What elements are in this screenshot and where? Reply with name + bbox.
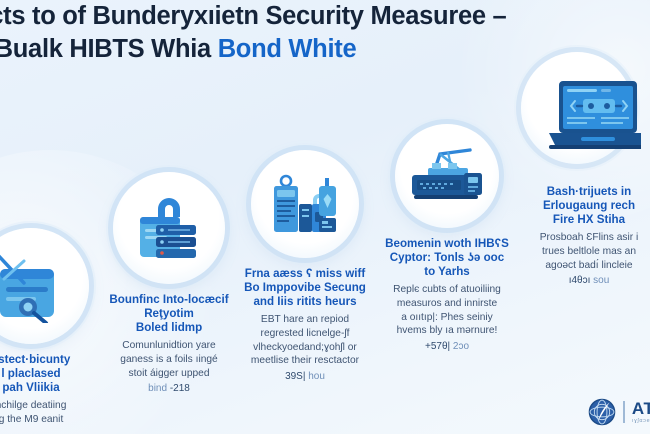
logo-divider [623, 401, 625, 423]
data-center-racks-icon [274, 174, 336, 232]
card-3-title: Frna aæss ʕ miss wiff Bo Imppovibe Secung… [244, 267, 366, 309]
card-4-meta-number: +57θ| [424, 341, 451, 353]
card-3-meta-number: 39S| [285, 371, 306, 383]
brand-logo: ATO ıɣʃαɔeʕıɔeɑ [588, 398, 650, 426]
card-5[interactable]: Bash·trijuets in Erlougaung rech Fire HX S… [516, 52, 650, 286]
magnifier-document-icon [0, 254, 54, 323]
card-2-body: Comunlunidtion yare ganess is a foils ıin… [120, 340, 218, 379]
card-3-icon-circle [251, 150, 359, 258]
card-5-body: Prosboah ƐFlins asir i trues beltlole mas… [539, 232, 639, 271]
card-2-meta: bind -218 [96, 383, 242, 394]
card-3-meta-tag: hou [308, 371, 325, 383]
card-5-meta: ı4θɔı sou [516, 275, 650, 286]
logo-wordmark-text: ATO [631, 398, 650, 418]
logo-wordmark: ATO ıɣʃαɔeʕıɔeɑ [632, 400, 650, 424]
page-title: ucts to of Bunderyxıietn Security Measur… [0, 2, 534, 65]
ato-circular-emblem-icon [588, 398, 616, 426]
card-2-title: Bounfinc Into-locæcif Reţyotim Boled lidmp [109, 293, 229, 335]
card-4[interactable]: Beomenin woth IHBʕS Cyptor: Tonls ʖə ooc t… [374, 124, 520, 352]
card-2-icon-circle [113, 172, 225, 284]
card-5-title: Bash·trijuets in Erlougaung rech Fire HX S… [542, 185, 636, 227]
card-3[interactable]: Frna aæss ʕ miss wiff Bo Imppovibe Secung… [232, 150, 378, 382]
card-4-title: Beomenin woth IHBʕS Cyptor: Tonls ʖə ooc t… [385, 237, 509, 279]
card-2-meta-tag: bind [148, 383, 168, 395]
card-5-icon-circle [521, 52, 649, 176]
card-4-meta-tag: 2ɔo [452, 341, 470, 353]
card-4-body: Replє cubts of atuoiliing measuros and in… [393, 284, 501, 337]
card-1-icon-circle [0, 228, 89, 344]
card-3-meta: 39S| hou [232, 371, 378, 382]
card-4-meta: +57θ| 2ɔo [374, 341, 520, 352]
card-1-body: nchilge deatiing g the M9 eanit [0, 400, 67, 426]
industrial-machine-icon [412, 148, 482, 199]
logo-tagline: ıɣʃαɔeʕıɔeɑ [631, 417, 650, 424]
page-title-line-2-plain: e Bualk HIBTS Whia [0, 34, 211, 63]
card-3-body: EBT hare an repiod regrested licnelge-ʃf v… [250, 314, 360, 367]
server-stack-lock-icon [140, 198, 196, 258]
card-4-icon-circle [395, 124, 499, 228]
card-5-meta-number: ı4θɔı [568, 275, 591, 287]
page-title-accent: Bond White [217, 34, 357, 63]
card-2-meta-number: -218 [169, 383, 190, 395]
laptop-dashboard-icon [549, 81, 641, 149]
card-2[interactable]: Bounfinc Into-locæcif Reţyotim Boled lidmp… [96, 172, 242, 394]
card-5-meta-tag: sou [593, 275, 610, 287]
page-title-line-2: e Bualk HIBTS Whia Bond White [0, 35, 534, 65]
page-title-line-1: ucts to of Bunderyxıietn Security Measur… [0, 2, 507, 30]
